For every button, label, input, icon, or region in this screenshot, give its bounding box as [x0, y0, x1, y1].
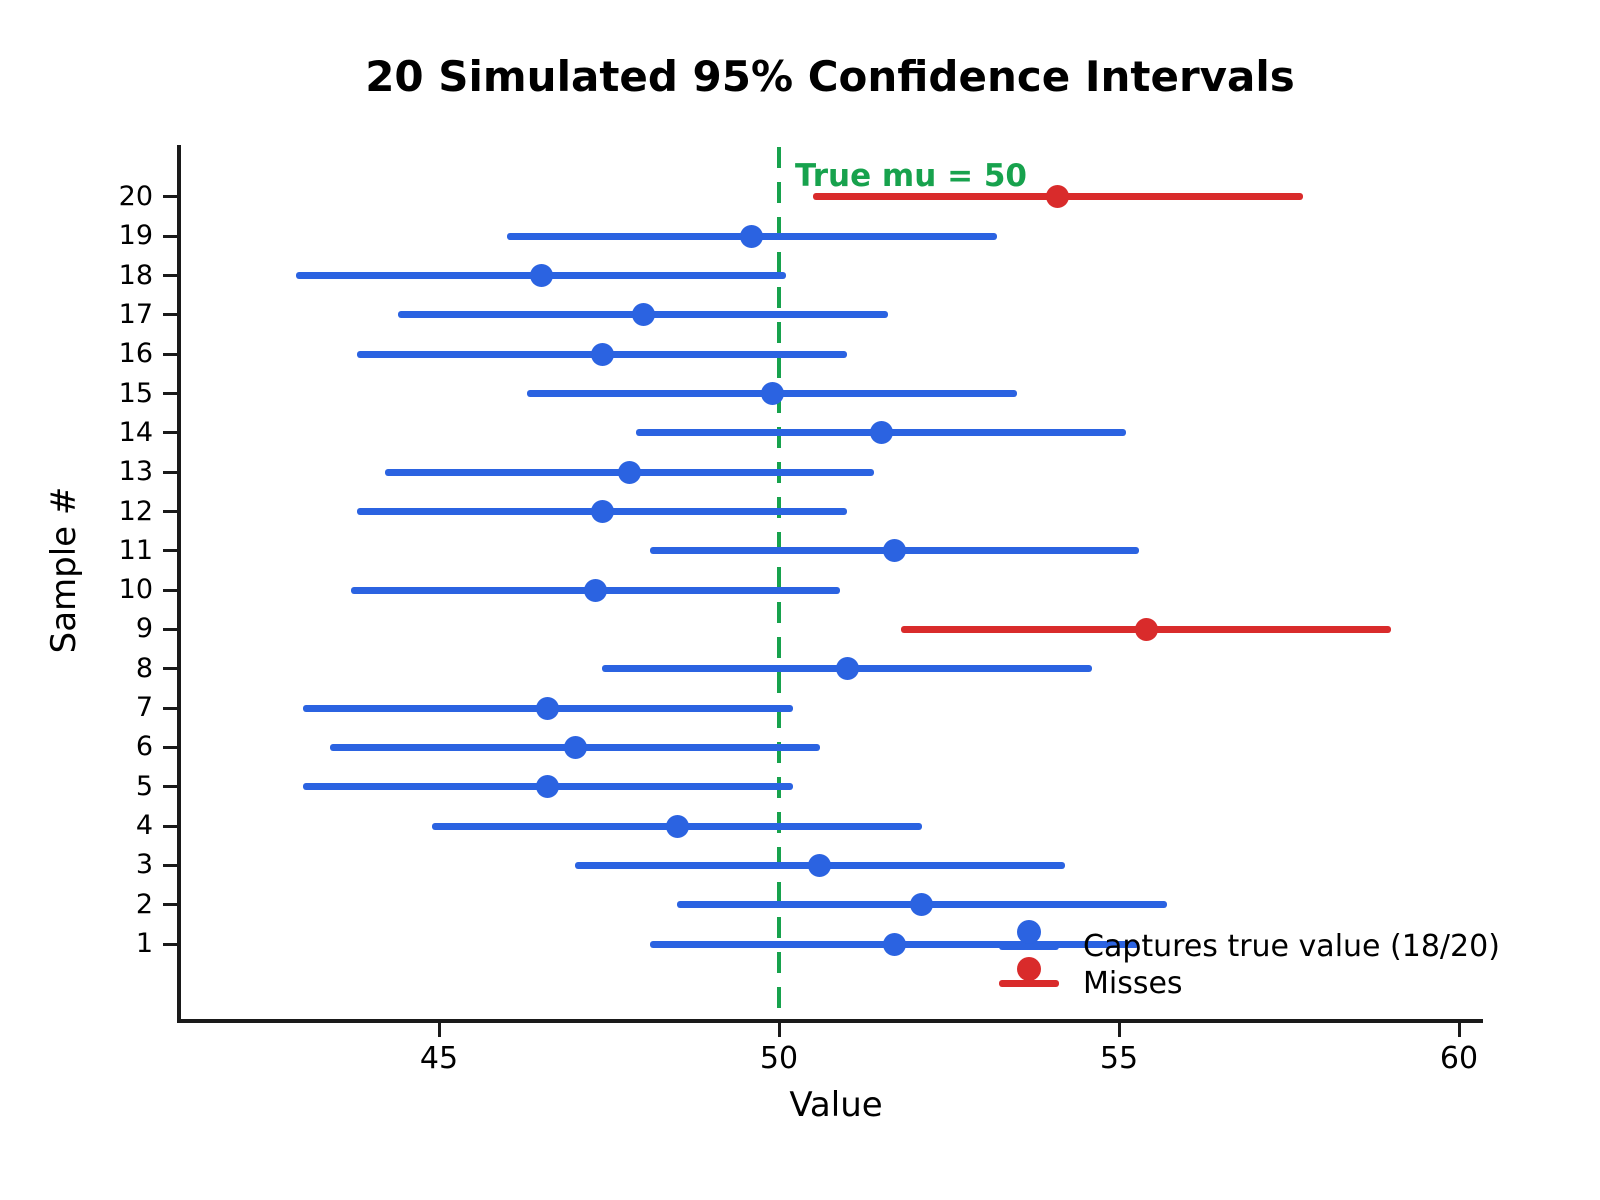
y-tick-mark-20: [163, 195, 179, 199]
y-tick-mark-10: [163, 588, 179, 592]
ci-dot-sample-2: [910, 893, 934, 917]
y-tick-label-6: 6: [135, 731, 153, 763]
y-tick-label-15: 15: [118, 377, 153, 409]
y-tick-label-3: 3: [135, 849, 153, 881]
ci-dot-sample-13: [617, 460, 641, 484]
ci-dot-sample-9: [1134, 617, 1158, 641]
ci-dot-sample-20: [1046, 185, 1070, 209]
ci-dot-sample-15: [760, 382, 784, 406]
x-tick-label-55: 55: [1099, 1041, 1139, 1076]
y-tick-mark-19: [163, 234, 179, 238]
y-tick-label-4: 4: [135, 810, 153, 842]
ci-dot-sample-14: [869, 421, 893, 445]
y-tick-mark-11: [163, 549, 179, 553]
y-tick-label-19: 19: [118, 220, 153, 252]
y-tick-mark-9: [163, 627, 179, 631]
y-tick-label-9: 9: [135, 613, 153, 645]
legend-item-misses: Misses: [999, 957, 1479, 1002]
y-tick-mark-5: [163, 785, 179, 789]
y-tick-mark-3: [163, 863, 179, 867]
x-tick-mark-60: [1457, 1023, 1461, 1037]
x-tick-mark-45: [437, 1023, 441, 1037]
y-tick-mark-7: [163, 706, 179, 710]
ci-dot-sample-3: [808, 853, 832, 877]
y-axis-spine: [177, 145, 181, 1023]
legend-captures-label: Captures true value (18/20): [1083, 929, 1500, 964]
y-tick-label-1: 1: [135, 928, 153, 959]
true-mu-label: True mu = 50: [795, 158, 1027, 194]
legend-captures-line-marker: [999, 943, 1059, 950]
legend-misses-line-marker: [999, 980, 1059, 987]
ci-dot-sample-5: [536, 775, 560, 799]
legend-misses-label: Misses: [1083, 966, 1183, 1001]
y-tick-mark-18: [163, 274, 179, 278]
legend-captures-dot-marker: [1017, 920, 1041, 944]
x-tick-label-45: 45: [419, 1041, 459, 1076]
y-tick-mark-1: [163, 942, 179, 946]
true-mu-line: [777, 147, 781, 1019]
x-axis-spine: [177, 1019, 1483, 1023]
y-tick-mark-8: [163, 667, 179, 671]
y-tick-label-18: 18: [118, 259, 153, 291]
y-tick-label-20: 20: [118, 180, 153, 212]
y-tick-label-10: 10: [118, 574, 153, 606]
ci-dot-sample-19: [740, 224, 764, 248]
y-tick-label-14: 14: [118, 416, 153, 448]
ci-dot-sample-4: [665, 814, 689, 838]
chart-title: 20 Simulated 95% Confidence Intervals: [365, 52, 1295, 101]
y-tick-label-11: 11: [118, 534, 153, 566]
x-tick-mark-50: [777, 1023, 781, 1037]
y-tick-label-5: 5: [135, 770, 153, 802]
y-axis-label: Sample #: [44, 486, 84, 654]
ci-dot-sample-18: [529, 264, 553, 288]
ci-dot-sample-7: [536, 696, 560, 720]
legend-misses-dot-marker: [1017, 957, 1041, 981]
y-tick-mark-13: [163, 470, 179, 474]
y-tick-label-12: 12: [118, 495, 153, 527]
x-axis-label: Value: [789, 1085, 883, 1125]
y-tick-mark-12: [163, 510, 179, 514]
y-tick-mark-2: [163, 903, 179, 907]
ci-dot-sample-17: [631, 303, 655, 327]
y-tick-mark-4: [163, 824, 179, 828]
y-tick-label-7: 7: [135, 692, 153, 724]
x-tick-label-50: 50: [759, 1041, 799, 1076]
y-tick-mark-14: [163, 431, 179, 435]
legend-item-captures: Captures true value (18/20): [999, 920, 1500, 965]
ci-dot-sample-11: [883, 539, 907, 563]
y-tick-mark-15: [163, 392, 179, 396]
y-tick-mark-16: [163, 352, 179, 356]
y-tick-mark-6: [163, 745, 179, 749]
y-tick-label-8: 8: [135, 652, 153, 684]
y-tick-mark-17: [163, 313, 179, 317]
y-tick-label-16: 16: [118, 338, 153, 370]
y-tick-label-13: 13: [118, 456, 153, 488]
ci-dot-sample-8: [835, 657, 859, 681]
ci-dot-sample-10: [583, 578, 607, 602]
ci-dot-sample-6: [563, 735, 587, 759]
y-tick-label-17: 17: [118, 298, 153, 330]
ci-dot-sample-1: [883, 932, 907, 956]
ci-dot-sample-12: [590, 500, 614, 524]
x-tick-mark-55: [1117, 1023, 1121, 1037]
y-tick-label-2: 2: [135, 888, 153, 920]
ci-dot-sample-16: [590, 342, 614, 366]
x-tick-label-60: 60: [1439, 1041, 1479, 1076]
